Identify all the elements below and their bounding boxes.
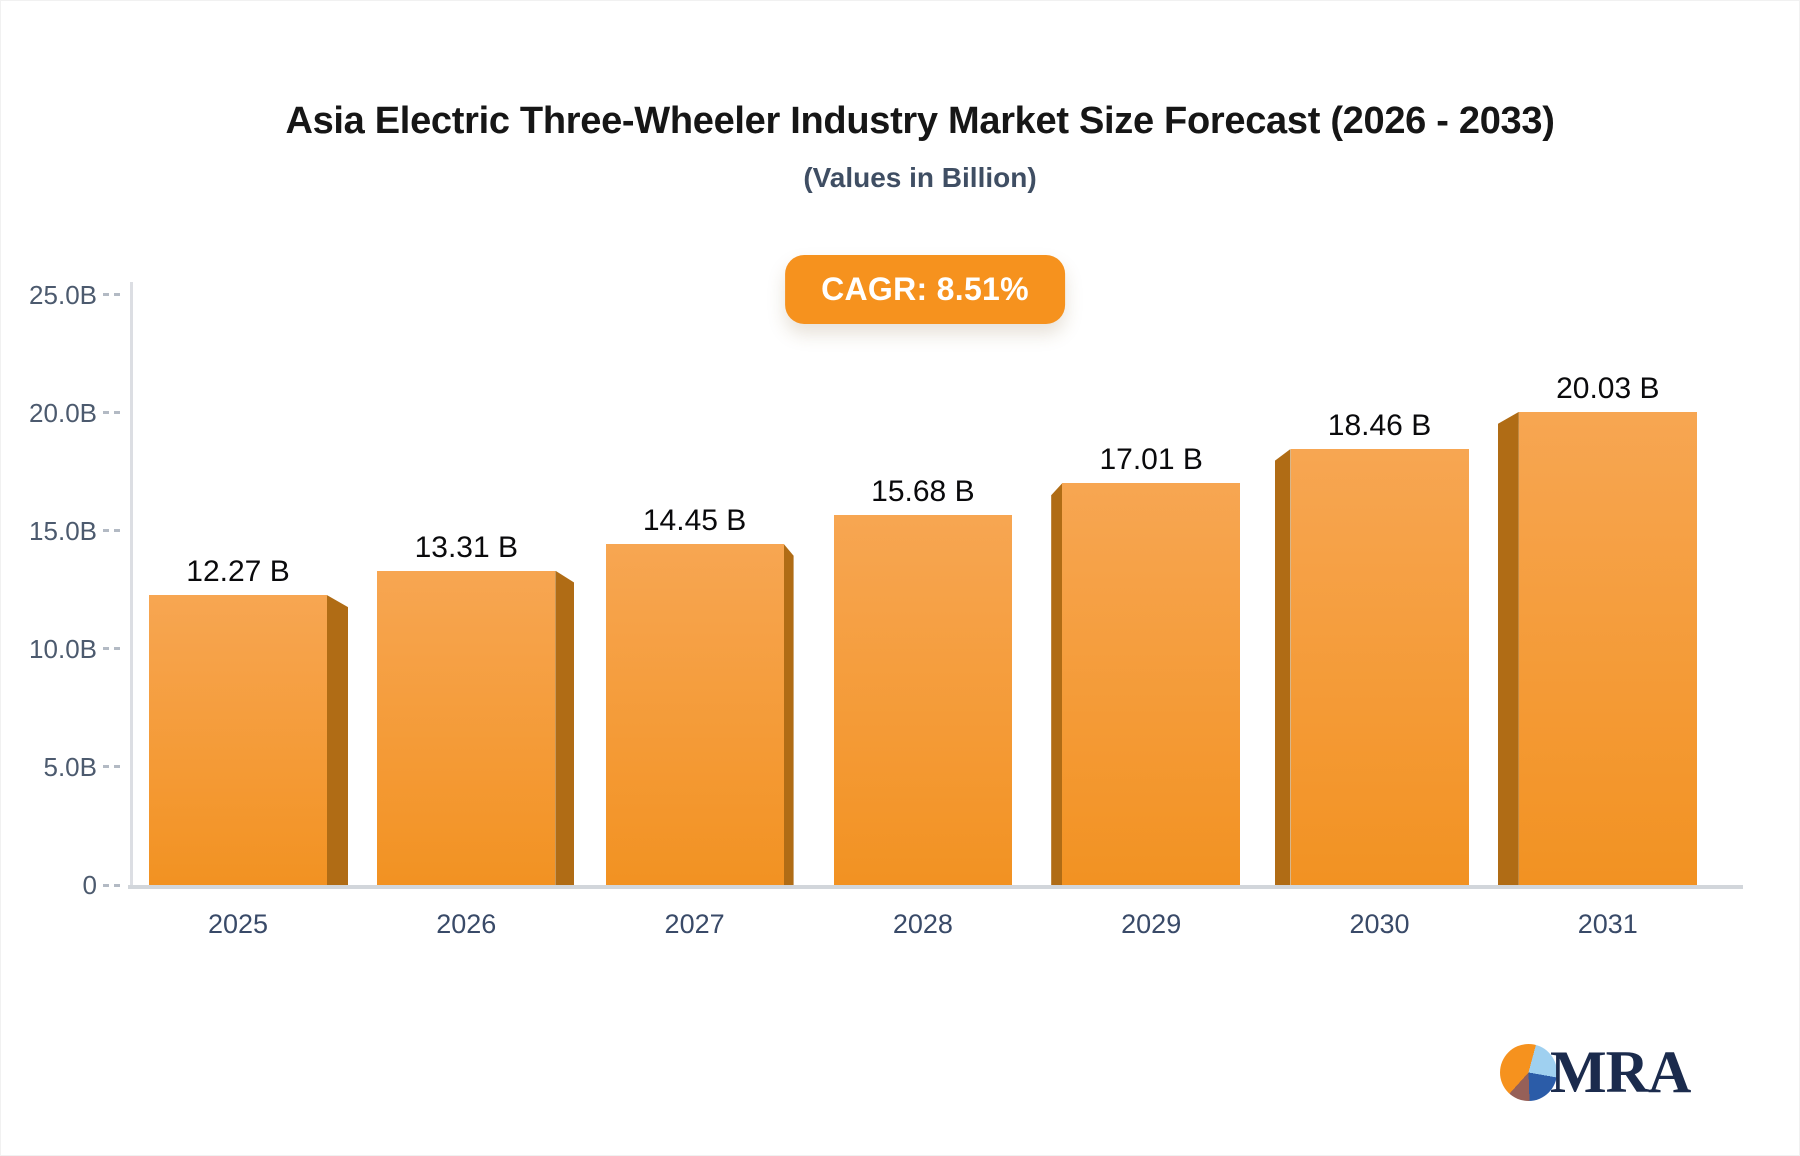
y-axis-label: 15.0B — [29, 515, 97, 546]
y-axis-line — [130, 282, 133, 889]
y-axis-label: 20.0B — [29, 397, 97, 428]
bar-value-label: 18.46 B — [1327, 408, 1432, 442]
bar-side-2031 — [1497, 411, 1519, 885]
x-axis-baseline — [128, 885, 1743, 889]
bar-2026 — [377, 570, 556, 885]
y-axis-tick — [103, 529, 120, 533]
bar-side-2030 — [1274, 448, 1291, 885]
bar-side-2029 — [1051, 483, 1063, 885]
bar-value-label: 12.27 B — [186, 555, 290, 589]
y-axis-label: 10.0B — [29, 633, 97, 664]
pie-chart-logo-icon — [1500, 1044, 1557, 1101]
bar-2030 — [1290, 448, 1469, 885]
y-axis-label: 25.0B — [29, 279, 97, 310]
logo-text: MRA — [1550, 1039, 1691, 1105]
x-axis-label: 2026 — [436, 909, 497, 939]
y-axis-tick — [103, 411, 120, 415]
cagr-badge-label: CAGR: 8.51% — [821, 271, 1029, 307]
bar-value-label: 17.01 B — [1099, 443, 1203, 477]
x-axis-label: 2030 — [1349, 909, 1410, 939]
bar-value-label: 20.03 B — [1556, 371, 1660, 405]
bar-value-label: 14.45 B — [642, 503, 747, 537]
y-axis-tick — [103, 883, 120, 887]
y-axis-label: 5.0B — [43, 751, 98, 782]
bar-side-2026 — [555, 570, 575, 885]
chart-subtitle: (Values in Billion) — [803, 162, 1037, 193]
bar-side-2027 — [783, 543, 794, 885]
mra-logo: MRA — [1500, 1038, 1691, 1107]
y-axis-tick — [103, 647, 120, 651]
bar-2028 — [833, 514, 1012, 885]
y-axis-tick — [103, 765, 120, 769]
cagr-badge: CAGR: 8.51% — [785, 255, 1065, 324]
bar-value-label: 13.31 B — [414, 530, 518, 564]
x-axis-label: 2028 — [892, 909, 953, 939]
bar-side-2025 — [327, 595, 348, 885]
x-axis-label: 2029 — [1121, 909, 1182, 939]
bar-2031 — [1518, 411, 1697, 885]
x-axis-label: 2027 — [664, 909, 725, 939]
x-axis-label: 2025 — [207, 909, 269, 939]
bar-2027 — [605, 543, 784, 885]
chart-header: Asia Electric Three-Wheeler Industry Mar… — [0, 0, 1800, 194]
x-axis-label: 2031 — [1577, 909, 1638, 939]
bar-2029 — [1062, 483, 1241, 885]
y-axis-tick — [103, 293, 120, 296]
y-axis-label: 0 — [82, 870, 97, 900]
bar-2025 — [149, 595, 327, 885]
bar-value-label: 15.68 B — [871, 474, 975, 508]
chart-title: Asia Electric Three-Wheeler Industry Mar… — [285, 100, 1555, 142]
